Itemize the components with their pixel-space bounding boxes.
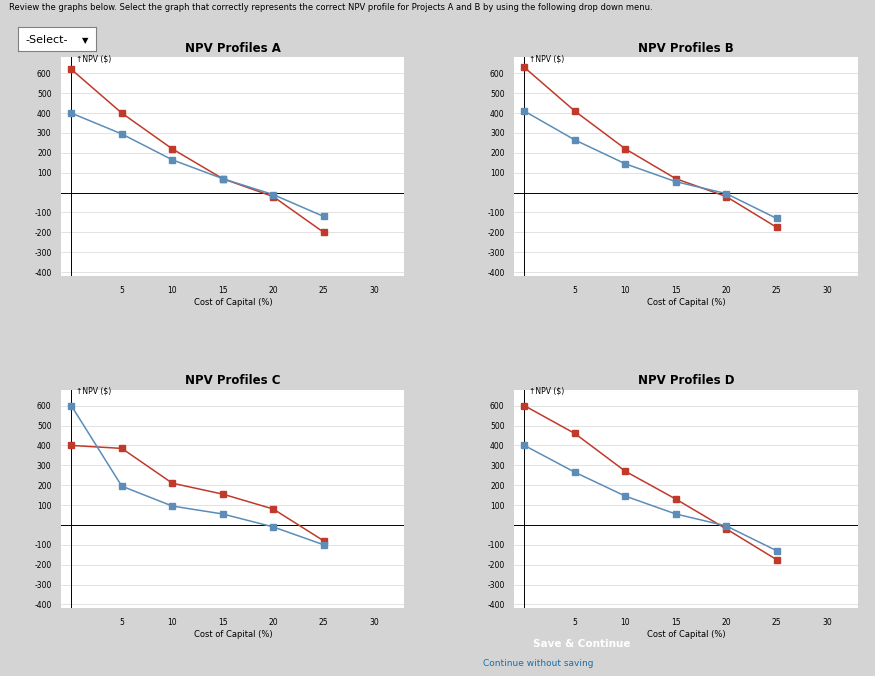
Title: NPV Profiles D: NPV Profiles D (638, 375, 734, 387)
Text: Continue without saving: Continue without saving (483, 659, 593, 668)
Text: ↑NPV ($): ↑NPV ($) (76, 387, 112, 395)
Text: ▼: ▼ (82, 36, 88, 45)
Text: Review the graphs below. Select the graph that correctly represents the correct : Review the graphs below. Select the grap… (9, 3, 653, 12)
Title: NPV Profiles B: NPV Profiles B (638, 42, 734, 55)
Title: NPV Profiles C: NPV Profiles C (186, 375, 281, 387)
Text: ↑NPV ($): ↑NPV ($) (529, 387, 564, 395)
Text: ↑NPV ($): ↑NPV ($) (529, 55, 564, 64)
X-axis label: Cost of Capital (%): Cost of Capital (%) (647, 630, 725, 639)
X-axis label: Cost of Capital (%): Cost of Capital (%) (193, 630, 272, 639)
Text: Save & Continue: Save & Continue (533, 639, 631, 649)
Title: NPV Profiles A: NPV Profiles A (185, 42, 281, 55)
Text: ↑NPV ($): ↑NPV ($) (76, 55, 112, 64)
X-axis label: Cost of Capital (%): Cost of Capital (%) (647, 297, 725, 307)
X-axis label: Cost of Capital (%): Cost of Capital (%) (193, 297, 272, 307)
Text: -Select-: -Select- (25, 35, 68, 45)
